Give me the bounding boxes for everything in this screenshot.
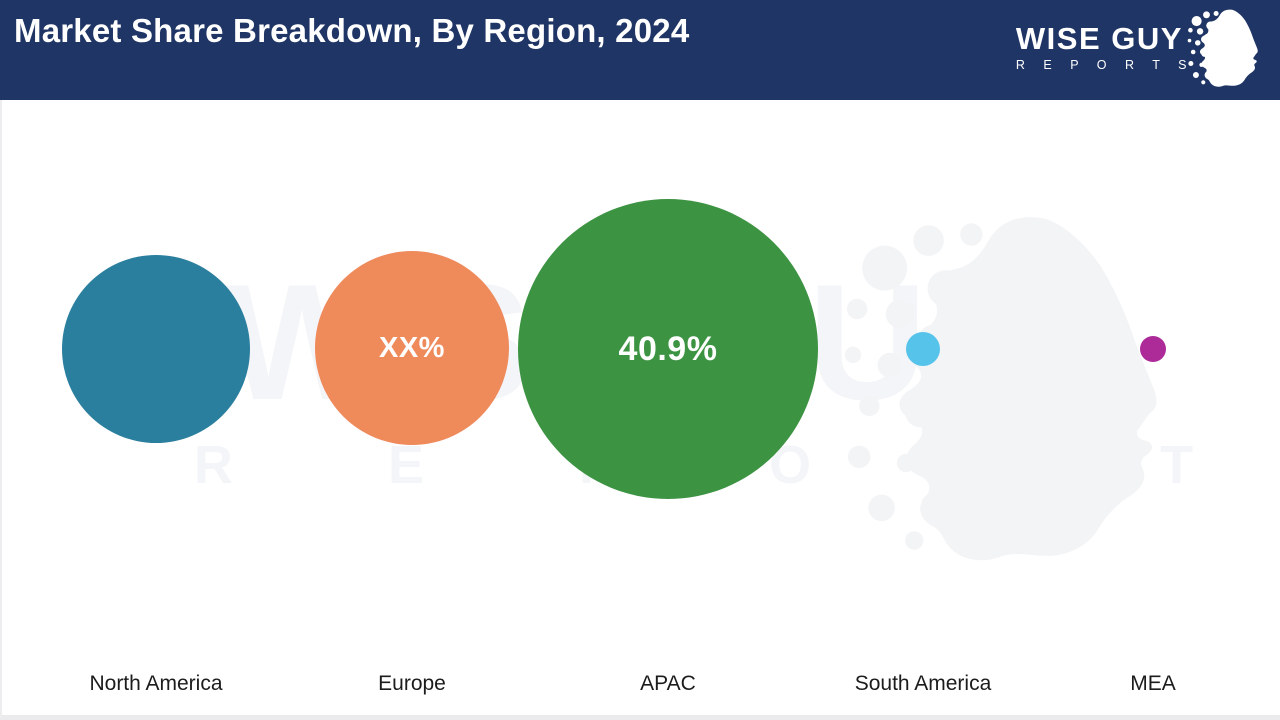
category-label-apac: APAC <box>640 672 696 695</box>
header: Market Share Breakdown, By Region, 2024 … <box>0 0 1280 100</box>
category-label-mea: MEA <box>1130 672 1176 695</box>
category-label-south-america: South America <box>854 672 992 695</box>
logo-reports-text: R E P O R T S <box>1015 57 1194 72</box>
category-label-europe: Europe <box>378 672 446 695</box>
bubble-apac: 40.9% <box>518 199 818 499</box>
logo-wordmark-text: WISE GUY <box>1015 21 1183 57</box>
category-label-north-america: North America <box>89 672 223 695</box>
logo-wordmark: WISE GUY R E P O R T S <box>1015 21 1194 72</box>
bubble-south-america <box>906 332 940 366</box>
face-profile-icon <box>1184 8 1262 88</box>
wise-guy-logo: WISE GUY R E P O R T S <box>1016 0 1280 88</box>
bubble-chart: WISE GUY R E P O R T S North AmericaXX%E… <box>0 100 1280 720</box>
bubble-mea <box>1140 336 1166 362</box>
watermark-face-icon <box>828 212 1176 564</box>
page-title: Market Share Breakdown, By Region, 2024 <box>14 12 690 49</box>
bubble-europe: XX% <box>315 251 509 445</box>
bubble-north-america <box>62 255 250 443</box>
